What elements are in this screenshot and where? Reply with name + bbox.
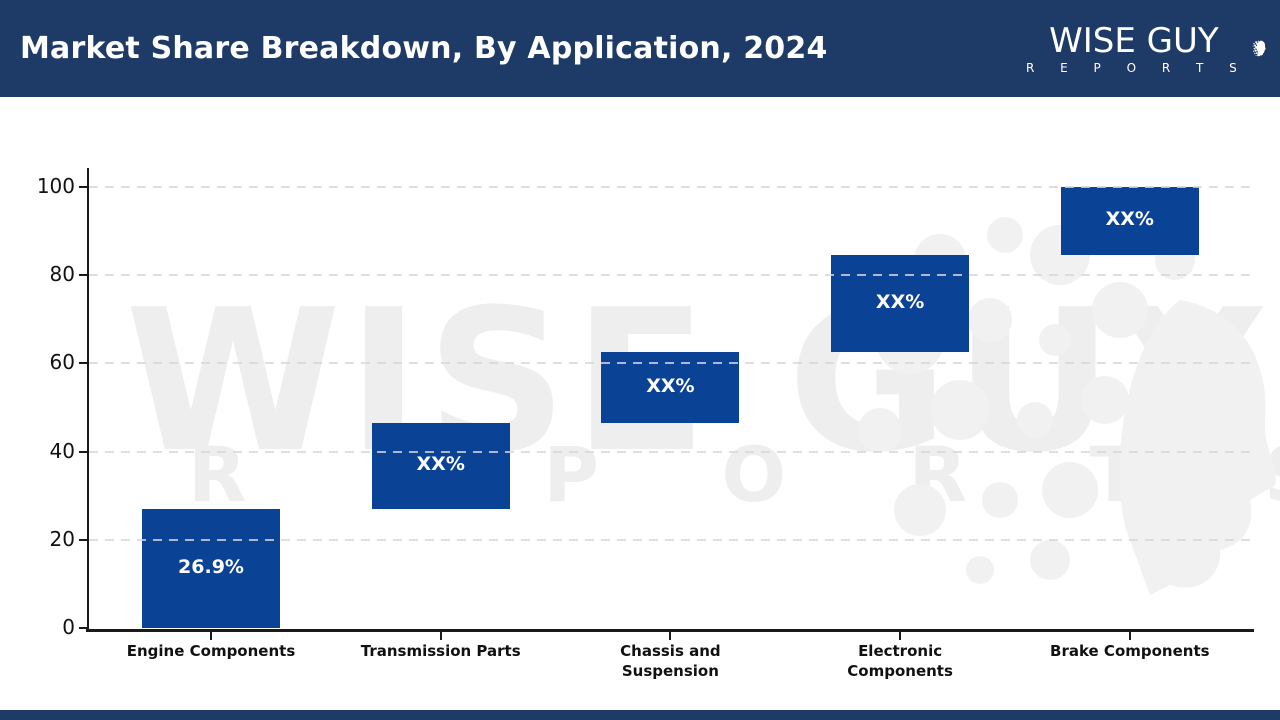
logo-head-icon <box>1252 40 1266 57</box>
bar-transmission-parts <box>371 423 510 510</box>
x-category-label-line: Engine Components <box>126 642 296 660</box>
y-tick-60 <box>79 362 87 365</box>
y-tick-100 <box>79 186 87 188</box>
x-category-label-3: Electronic Components <box>785 641 1015 681</box>
bar-brake-components <box>1060 187 1199 256</box>
logo-wordmark: WISE GUY <box>1049 21 1219 61</box>
y-tick-label-0: 0 <box>62 615 75 639</box>
x-tick-1 <box>439 632 442 640</box>
x-category-label-4: Brake Components <box>1015 641 1245 661</box>
x-category-label-line: Electronic <box>858 642 943 660</box>
y-tick-label-100: 100 <box>36 174 75 198</box>
y-tick-label-60: 60 <box>49 350 75 375</box>
bar-label-transmission-parts: XX% <box>416 453 465 476</box>
y-axis-line <box>87 168 89 632</box>
x-category-label-2: Chassis and Suspension <box>555 641 785 681</box>
gridline-y20 <box>89 538 1254 541</box>
bar-engine-components <box>142 509 280 628</box>
x-category-label-line: Chassis and <box>620 642 721 660</box>
gridline-y40 <box>89 450 1254 453</box>
bar-electronic-components <box>831 255 970 353</box>
x-tick-0 <box>210 632 212 640</box>
gridline-y100 <box>89 186 1254 188</box>
gridline-y60 <box>89 362 1254 365</box>
x-category-label-1: Transmission Parts <box>326 641 556 661</box>
bar-label-engine-components: 26.9% <box>178 555 244 578</box>
page-title: Market Share Breakdown, By Application, … <box>20 31 828 66</box>
brand-logo: WISE GUY R E P O R T S <box>1020 6 1266 92</box>
watermark-subtext: R E P O R T S <box>188 430 1280 519</box>
x-tick-2 <box>669 632 672 640</box>
y-tick-label-40: 40 <box>49 438 75 463</box>
y-tick-40 <box>79 450 87 453</box>
y-tick-20 <box>79 538 87 541</box>
bar-label-chassis-and-suspension: XX% <box>646 374 695 397</box>
x-axis-line <box>86 629 1254 632</box>
y-tick-label-80: 80 <box>49 262 75 287</box>
header-bar: Market Share Breakdown, By Application, … <box>0 0 1280 97</box>
x-category-label-line: Brake Components <box>1050 642 1210 660</box>
gridline-y80 <box>89 274 1254 277</box>
y-tick-0 <box>79 627 87 629</box>
x-tick-4 <box>1128 632 1131 640</box>
logo-subtext: R E P O R T S <box>1026 61 1248 75</box>
x-category-label-0: Engine Components <box>96 641 326 661</box>
x-category-label-line: Transmission Parts <box>360 642 521 660</box>
x-category-label-line: Components <box>847 662 953 680</box>
y-tick-80 <box>79 274 87 277</box>
y-tick-label-20: 20 <box>49 526 75 551</box>
x-tick-3 <box>899 632 902 640</box>
bar-label-electronic-components: XX% <box>875 290 925 313</box>
x-category-label-line: Suspension <box>621 662 719 680</box>
footer-bar <box>0 710 1280 720</box>
bar-label-brake-components: XX% <box>1105 208 1154 231</box>
brand-logo-text: WISE GUY R E P O R T S <box>1020 23 1248 75</box>
